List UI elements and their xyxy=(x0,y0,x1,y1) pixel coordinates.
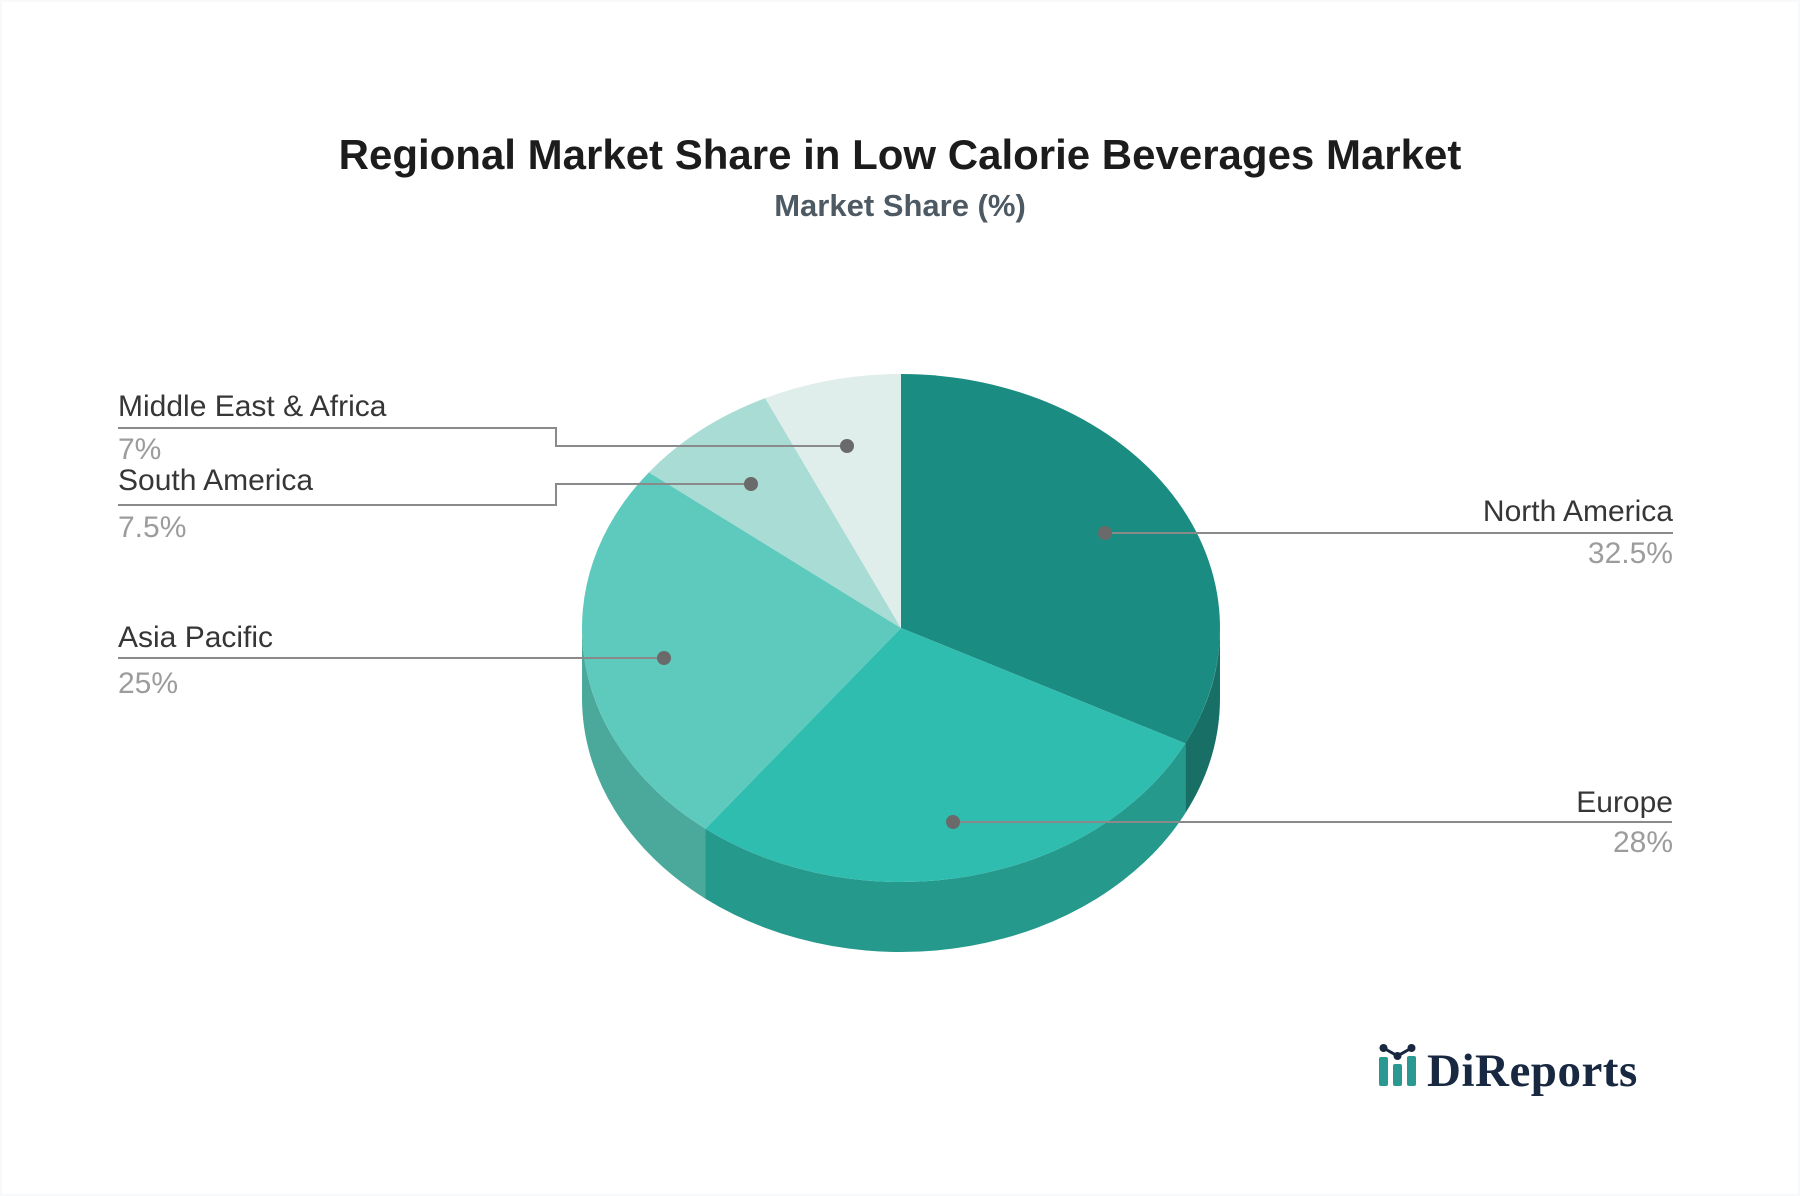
leader-line-middle-east-africa xyxy=(118,427,847,447)
direports-logo: DiReports xyxy=(1377,1040,1638,1095)
leader-dot-north-america xyxy=(1098,526,1112,540)
pie-slice-side-north-america xyxy=(1185,628,1220,814)
slice-label-asia-pacific: Asia Pacific xyxy=(118,621,274,654)
slice-label-south-america: South America xyxy=(118,464,314,497)
leader-line-south-america xyxy=(118,483,751,506)
pie-slice-north-america xyxy=(901,374,1220,744)
slice-pct-europe: 28% xyxy=(1612,826,1673,859)
pie-slice-south-america xyxy=(648,398,901,628)
pie-slice-asia-pacific xyxy=(582,472,901,829)
pie-slice-side-asia-pacific xyxy=(582,628,706,899)
leader-dot-south-america xyxy=(744,477,758,491)
chart-subtitle: Market Share (%) xyxy=(774,188,1026,223)
chart-title: Regional Market Share in Low Calorie Bev… xyxy=(338,131,1462,178)
slice-pct-middle-east-africa: 7% xyxy=(118,433,162,466)
leader-dot-europe xyxy=(946,815,960,829)
slice-pct-north-america: 32.5% xyxy=(1587,537,1673,570)
pie-slice-middle-east-africa xyxy=(765,374,901,628)
slice-label-north-america: North America xyxy=(1482,495,1673,528)
pie-slice-side-europe xyxy=(705,743,1186,952)
pie-slice-europe xyxy=(705,628,1186,882)
slice-pct-asia-pacific: 25% xyxy=(118,667,179,700)
bar-chart-with-trendline-icon xyxy=(1379,1044,1416,1086)
logo-text: DiReports xyxy=(1427,1045,1638,1097)
leader-dot-middle-east-africa xyxy=(840,439,854,453)
slice-pct-south-america: 7.5% xyxy=(118,511,187,544)
slice-label-europe: Europe xyxy=(1576,786,1673,819)
slice-label-middle-east-africa: Middle East & Africa xyxy=(118,390,387,423)
leader-dot-asia-pacific xyxy=(657,651,671,665)
